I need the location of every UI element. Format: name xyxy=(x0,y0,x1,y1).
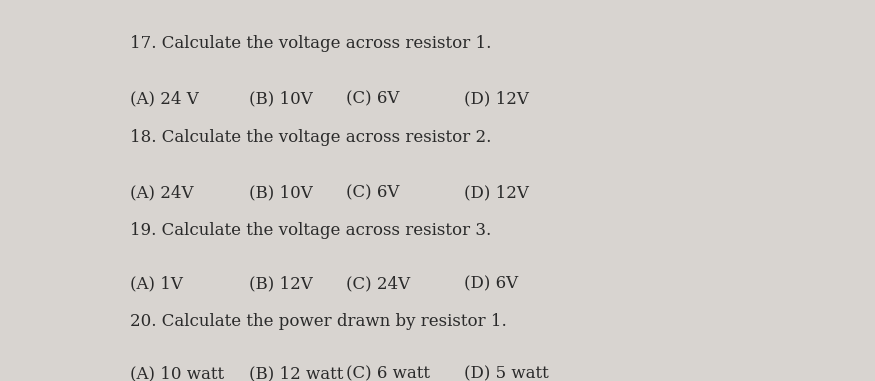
Text: 18. Calculate the voltage across resistor 2.: 18. Calculate the voltage across resisto… xyxy=(130,129,491,146)
Text: (A) 24 V: (A) 24 V xyxy=(130,91,199,107)
Text: 17. Calculate the voltage across resistor 1.: 17. Calculate the voltage across resisto… xyxy=(130,35,491,52)
Text: (C) 6V: (C) 6V xyxy=(346,184,399,201)
Text: (B) 10V: (B) 10V xyxy=(249,91,313,107)
Text: (A) 10 watt: (A) 10 watt xyxy=(130,365,224,381)
Text: (C) 6 watt: (C) 6 watt xyxy=(346,365,430,381)
Text: (B) 10V: (B) 10V xyxy=(249,184,313,201)
Text: (C) 24V: (C) 24V xyxy=(346,275,410,292)
Text: (D) 12V: (D) 12V xyxy=(464,91,528,107)
Text: (D) 6V: (D) 6V xyxy=(464,275,518,292)
Text: (B) 12V: (B) 12V xyxy=(249,275,313,292)
Text: (C) 6V: (C) 6V xyxy=(346,91,399,107)
Text: (D) 5 watt: (D) 5 watt xyxy=(464,365,549,381)
Text: (B) 12 watt: (B) 12 watt xyxy=(249,365,344,381)
Text: 20. Calculate the power drawn by resistor 1.: 20. Calculate the power drawn by resisto… xyxy=(130,314,507,330)
Text: (D) 12V: (D) 12V xyxy=(464,184,528,201)
Text: (A) 1V: (A) 1V xyxy=(130,275,182,292)
Text: (A) 24V: (A) 24V xyxy=(130,184,193,201)
Text: 19. Calculate the voltage across resistor 3.: 19. Calculate the voltage across resisto… xyxy=(130,222,491,239)
